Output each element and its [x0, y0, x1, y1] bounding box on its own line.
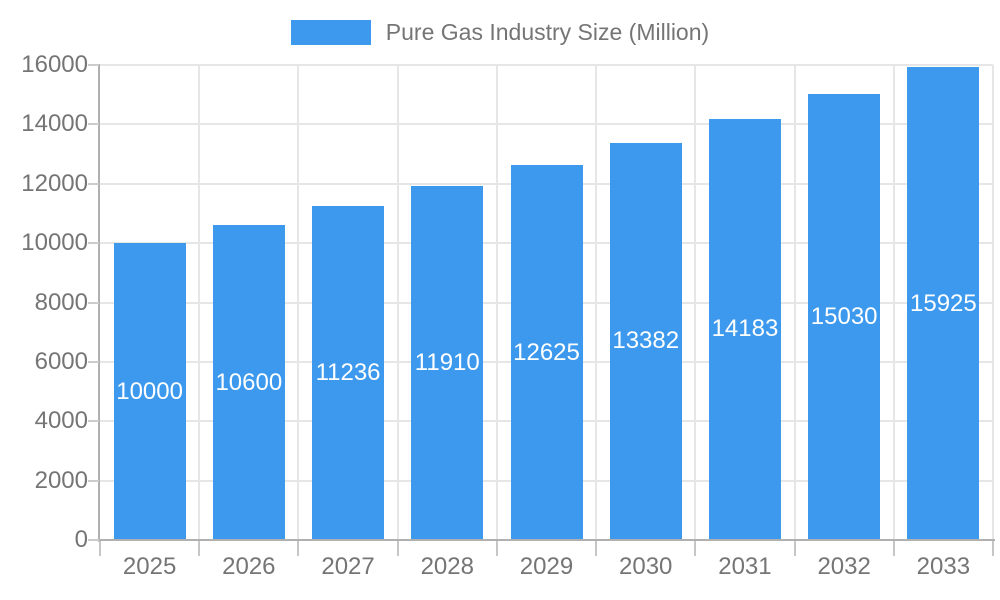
vertical-gridline: [396, 65, 399, 540]
bar-value-label: 15925: [910, 289, 977, 317]
y-axis-line: [98, 64, 100, 542]
y-axis-tick: [88, 420, 99, 423]
x-axis-label: 2025: [122, 553, 177, 580]
y-axis-label: 14000: [21, 110, 88, 138]
x-axis-tick: [495, 541, 498, 556]
y-axis-label: 10000: [21, 229, 88, 257]
x-axis-tick: [892, 541, 895, 556]
y-axis-tick: [88, 64, 99, 66]
plot-area: 10000 10600 11236 11910 12625 13382 14183 15030…: [100, 64, 994, 540]
y-axis-label: 0: [74, 526, 88, 553]
bar-value-label: 10600: [215, 368, 283, 396]
vertical-gridline: [892, 65, 895, 540]
y-axis-tick: [88, 123, 99, 126]
x-axis-tick: [793, 541, 796, 556]
x-axis-tick: [99, 541, 101, 556]
x-axis-tick: [396, 541, 399, 556]
vertical-gridline: [198, 65, 201, 540]
bar-value-label: 11910: [414, 349, 480, 377]
vertical-gridline: [992, 65, 994, 540]
x-axis-label: 2029: [519, 553, 574, 580]
bar-value-label: 15030: [810, 302, 878, 330]
x-axis-tick: [595, 541, 598, 556]
bar[interactable]: 13382: [609, 142, 682, 540]
bar-value-label: 10000: [116, 377, 183, 405]
x-axis-label: 2027: [321, 553, 375, 580]
x-axis-label: 2033: [916, 553, 971, 580]
y-axis-label: 16000: [21, 51, 88, 78]
vertical-gridline: [495, 65, 498, 540]
vertical-gridline: [297, 65, 300, 540]
legend-label: Pure Gas Industry Size (Million): [385, 18, 710, 45]
y-axis-tick: [88, 301, 99, 304]
bar[interactable]: 14183: [708, 118, 781, 540]
y-axis-tick: [88, 539, 99, 541]
vertical-gridline: [694, 65, 697, 540]
vertical-gridline: [595, 65, 598, 540]
y-axis-label: 8000: [34, 288, 88, 316]
horizontal-gridline: [100, 64, 993, 66]
legend-swatch-icon: [290, 19, 371, 45]
y-axis-tick: [88, 360, 99, 363]
x-axis-label: 2026: [222, 553, 276, 580]
legend[interactable]: Pure Gas Industry Size (Million): [0, 16, 1000, 48]
vertical-gridline: [793, 65, 796, 540]
y-axis-tick: [88, 182, 99, 185]
x-axis-tick: [694, 541, 697, 556]
y-axis-label: 12000: [21, 169, 88, 197]
bar-value-label: 13382: [612, 327, 680, 355]
bar-value-label: 11236: [315, 359, 381, 387]
x-axis-label: 2032: [817, 553, 871, 580]
x-axis-tick: [297, 541, 300, 556]
x-axis-tick: [198, 541, 201, 556]
bar-value-label: 12625: [513, 338, 580, 366]
x-axis-line: [98, 539, 995, 541]
x-axis-label: 2031: [718, 553, 772, 580]
bar[interactable]: 11910: [411, 186, 484, 540]
y-axis-tick: [88, 242, 99, 245]
bar[interactable]: 12625: [510, 165, 583, 540]
horizontal-gridline: [100, 123, 993, 126]
x-axis-tick: [992, 541, 994, 556]
bar[interactable]: 10000: [113, 243, 186, 540]
y-axis-label: 4000: [34, 407, 88, 435]
bar[interactable]: 15925: [907, 67, 980, 540]
bar[interactable]: 11236: [312, 206, 385, 540]
y-axis-label: 2000: [34, 466, 88, 494]
y-axis-tick: [88, 479, 99, 482]
bar[interactable]: 15030: [808, 93, 881, 540]
x-axis-label: 2028: [420, 553, 474, 580]
bar[interactable]: 10600: [212, 225, 285, 540]
bar-value-label: 14183: [711, 315, 779, 343]
x-axis-label: 2030: [619, 553, 673, 580]
y-axis-label: 6000: [34, 347, 88, 375]
